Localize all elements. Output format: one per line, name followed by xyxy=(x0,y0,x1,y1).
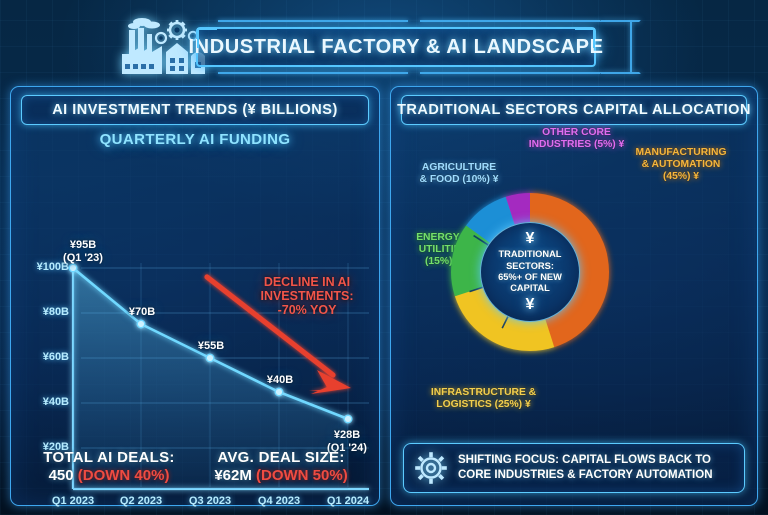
donut-segment-other-core xyxy=(451,193,609,351)
stat-total-ai-deals-delta: (DOWN 40%) xyxy=(77,467,170,484)
donut-center-line-1: TRADITIONAL xyxy=(498,249,562,260)
donut-center-line-3: 65%+ OF NEW xyxy=(498,272,562,282)
quarterly-ai-funding-chart: ¥100B ¥80B ¥60B ¥40B ¥20B Q1 2023 Q2 202… xyxy=(11,87,381,507)
left-panel-stats: TOTAL AI DEALS: 450 (DOWN 40%) AVG. DEAL… xyxy=(23,441,367,493)
x-tick-label-2: Q3 2023 xyxy=(188,495,232,507)
yen-symbol-bottom: ¥ xyxy=(525,295,535,313)
panel-ai-investment-trends: AI INVESTMENT TRENDS (¥ BILLIONS) QUARTE… xyxy=(10,86,381,507)
header-deco-line-top-left xyxy=(218,20,408,22)
header-deco-line-top-right xyxy=(420,20,600,22)
decline-arrow xyxy=(204,274,351,394)
header-deco-line-bottom-left xyxy=(218,72,408,74)
y-tick-label-2: ¥60B xyxy=(42,351,69,363)
data-point-sublabel-0: (Q1 '23) xyxy=(63,252,103,264)
chart-subtitle: QUARTERLY AI FUNDING xyxy=(99,131,291,148)
stat-total-ai-deals-label: TOTAL AI DEALS: xyxy=(43,449,175,466)
segment-label-infrastructure: INFRASTRUCTURE & LOGISTICS (25%) ¥ xyxy=(430,387,537,410)
header-deco-line-bottom-right xyxy=(420,72,600,74)
segment-label-manufacturing: MANUFACTURING & AUTOMATION (45%) ¥ xyxy=(635,147,727,182)
data-point-sublabel-4: (Q1 '24) xyxy=(327,442,367,454)
chart-area-fill xyxy=(73,268,348,489)
donut-segments xyxy=(451,193,609,351)
left-panel-title-box: AI INVESTMENT TRENDS (¥ BILLIONS) xyxy=(21,95,369,125)
data-point-label-2: ¥55B xyxy=(197,340,225,352)
y-tick-label-3: ¥40B xyxy=(42,396,69,408)
chart-svg xyxy=(68,263,369,491)
x-tick-label-1: Q2 2023 xyxy=(119,495,163,507)
donut-segment-infrastructure xyxy=(451,193,609,351)
header: INDUSTRIAL FACTORY & AI LANDSCAPE xyxy=(0,6,768,80)
main-title-frame: INDUSTRIAL FACTORY & AI LANDSCAPE xyxy=(189,27,603,67)
decline-annotation: DECLINE IN AI INVESTMENTS: -70% YOY xyxy=(260,275,354,317)
donut-center-line-4: CAPITAL xyxy=(510,283,550,294)
left-panel-title: AI INVESTMENT TRENDS (¥ BILLIONS) xyxy=(52,102,338,118)
donut-center-label: ¥ TRADITIONAL SECTORS: 65%+ OF NEW CAPIT… xyxy=(480,222,580,322)
stat-avg-deal-size-delta: (DOWN 50%) xyxy=(256,467,348,484)
data-point-label-0: ¥95B xyxy=(69,239,97,251)
header-deco-line-top-angled xyxy=(599,20,641,22)
panel-traditional-sectors: TRADITIONAL SECTORS CAPITAL ALLOCATION M… xyxy=(390,86,758,506)
stat-total-ai-deals-value: 450 (DOWN 40%) xyxy=(23,467,195,485)
x-tick-label-0: Q1 2023 xyxy=(51,495,95,507)
data-point-label-4: ¥28B xyxy=(333,429,361,441)
chart-markers xyxy=(68,263,353,424)
donut-center-line-2: SECTORS: xyxy=(506,260,554,271)
yen-symbol-top: ¥ xyxy=(525,230,535,248)
header-deco-line-right-vert xyxy=(630,22,632,72)
stat-avg-deal-size-value: ¥62M (DOWN 50%) xyxy=(195,467,367,485)
callout-text: SHIFTING FOCUS: CAPITAL FLOWS BACK TO CO… xyxy=(458,454,713,481)
capital-allocation-donut: ¥ TRADITIONAL SECTORS: 65%+ OF NEW CAPIT… xyxy=(440,182,620,362)
stat-total-ai-deals-number: 450 xyxy=(48,467,74,484)
segment-label-other-core: OTHER CORE INDUSTRIES (5%) ¥ xyxy=(528,127,625,150)
y-tick-label-4: ¥20B xyxy=(42,441,69,453)
data-point-label-1: ¥70B xyxy=(128,306,156,318)
y-tick-label-1: ¥80B xyxy=(42,306,69,318)
gear-icon xyxy=(415,452,447,484)
segment-label-agriculture: AGRICULTURE & FOOD (10%) ¥ xyxy=(419,162,499,185)
stat-avg-deal-size-number: ¥62M xyxy=(214,467,252,484)
shifting-focus-callout: SHIFTING FOCUS: CAPITAL FLOWS BACK TO CO… xyxy=(403,443,745,493)
data-point-label-3: ¥40B xyxy=(266,374,294,386)
page-title: INDUSTRIAL FACTORY & AI LANDSCAPE xyxy=(188,35,604,58)
donut-center-text: TRADITIONAL SECTORS: 65%+ OF NEW CAPITAL xyxy=(498,249,562,294)
stat-avg-deal-size-label: AVG. DEAL SIZE: xyxy=(217,449,345,466)
header-deco-line-bottom-angled xyxy=(599,72,641,74)
right-panel-title: TRADITIONAL SECTORS CAPITAL ALLOCATION xyxy=(397,102,751,118)
donut-segment-energy xyxy=(451,193,609,351)
stat-avg-deal-size: AVG. DEAL SIZE: ¥62M (DOWN 50%) xyxy=(195,449,367,485)
right-panel-title-box: TRADITIONAL SECTORS CAPITAL ALLOCATION xyxy=(397,95,750,125)
x-tick-label-3: Q4 2023 xyxy=(257,495,301,507)
x-tick-label-4: Q1 2024 xyxy=(326,495,370,507)
y-tick-label-0: ¥100B xyxy=(36,261,69,273)
stat-total-ai-deals: TOTAL AI DEALS: 450 (DOWN 40%) xyxy=(23,449,195,485)
